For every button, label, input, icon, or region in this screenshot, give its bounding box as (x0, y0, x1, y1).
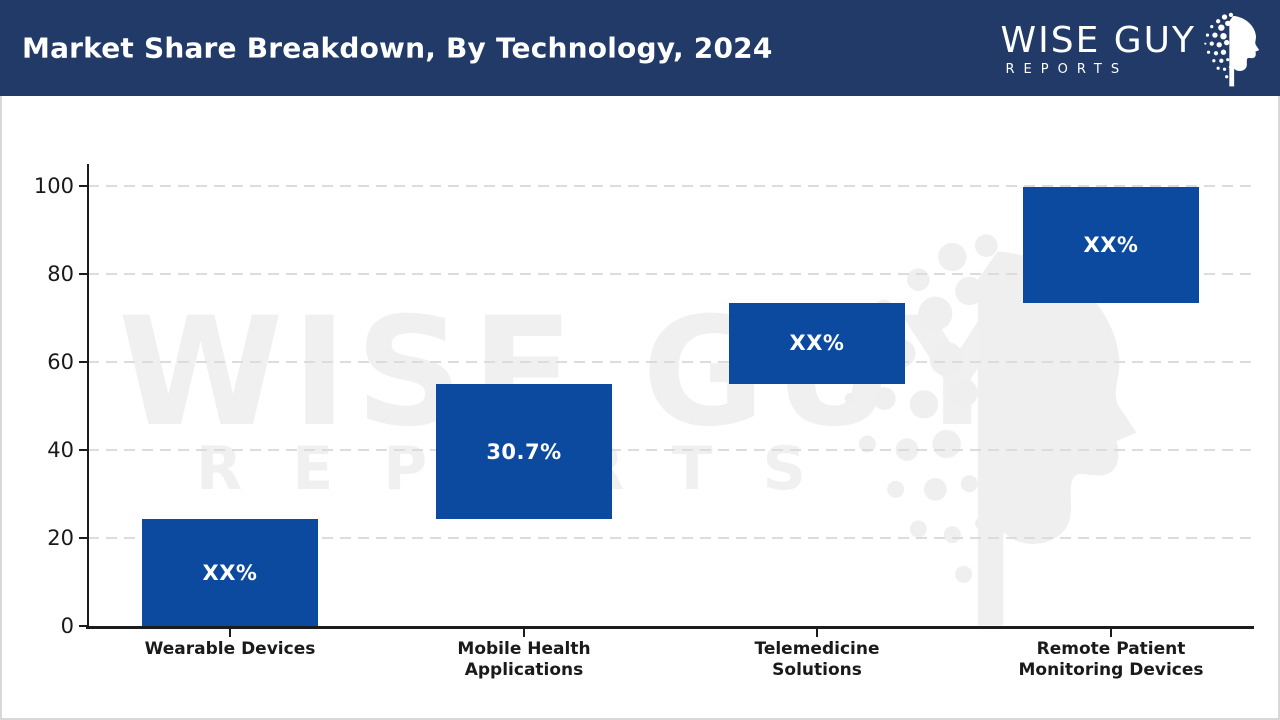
x-tick-mark (1110, 629, 1112, 637)
y-axis-ticks: 0 20 40 60 80 100 (0, 96, 1280, 720)
page-border-bottom (0, 718, 1280, 720)
gridline (88, 185, 1253, 187)
brand-name: WISE GUY (1000, 19, 1196, 61)
chart-area: WISE GUY REPORTS XX%30.7%XX%XX% 02040608… (0, 96, 1280, 720)
brand-wordmark: WISE GUY REPORTS (1000, 19, 1197, 77)
y-axis-tick-label: 20 (47, 526, 74, 550)
y-axis-tick-label: 80 (47, 262, 74, 286)
y-axis-tick-label: 40 (47, 438, 74, 462)
bar-segment: XX% (142, 519, 318, 626)
chart-title: Market Share Breakdown, By Technology, 2… (22, 31, 773, 65)
y-tick-mark (79, 273, 87, 275)
y-tick-mark (79, 625, 87, 627)
page-border-left (0, 96, 2, 720)
y-tick-mark (79, 449, 87, 451)
page-border-right (1278, 96, 1280, 720)
brand-logo: WISE GUY REPORTS (1001, 8, 1265, 90)
y-axis-tick-label: 60 (47, 350, 74, 374)
y-tick-mark (79, 537, 87, 539)
gridline (88, 273, 1253, 275)
bar-value-label: 30.7% (486, 439, 562, 464)
gridlines (0, 96, 1280, 720)
brand-subtitle: REPORTS (1005, 61, 1129, 77)
y-axis-tick-label: 0 (60, 614, 74, 638)
x-axis-spine (86, 626, 1254, 629)
header-bar: Market Share Breakdown, By Technology, 2… (0, 0, 1280, 96)
x-axis-category-label: Mobile Health Applications (457, 639, 591, 680)
bar-segment: 30.7% (436, 384, 612, 520)
y-tick-mark (79, 361, 87, 363)
bar-value-label: XX% (202, 560, 258, 585)
gridline (88, 361, 1253, 363)
gridline (88, 537, 1253, 539)
bar-value-label: XX% (789, 331, 845, 356)
x-tick-mark (229, 629, 231, 637)
x-tick-mark (816, 629, 818, 637)
brand-face-icon (1204, 12, 1260, 87)
x-axis-category-label: Remote Patient Monitoring Devices (1018, 639, 1204, 680)
gridline (88, 449, 1253, 451)
x-axis-category-label: Wearable Devices (144, 639, 316, 659)
y-tick-mark (79, 185, 87, 187)
x-tick-mark (523, 629, 525, 637)
y-axis-tick-label: 100 (33, 174, 74, 198)
y-axis-spine (87, 164, 89, 629)
x-axis-labels: Wearable Devices Mobile Health Application… (0, 96, 1280, 720)
x-axis-category-label: Telemedicine Solutions (754, 639, 880, 680)
